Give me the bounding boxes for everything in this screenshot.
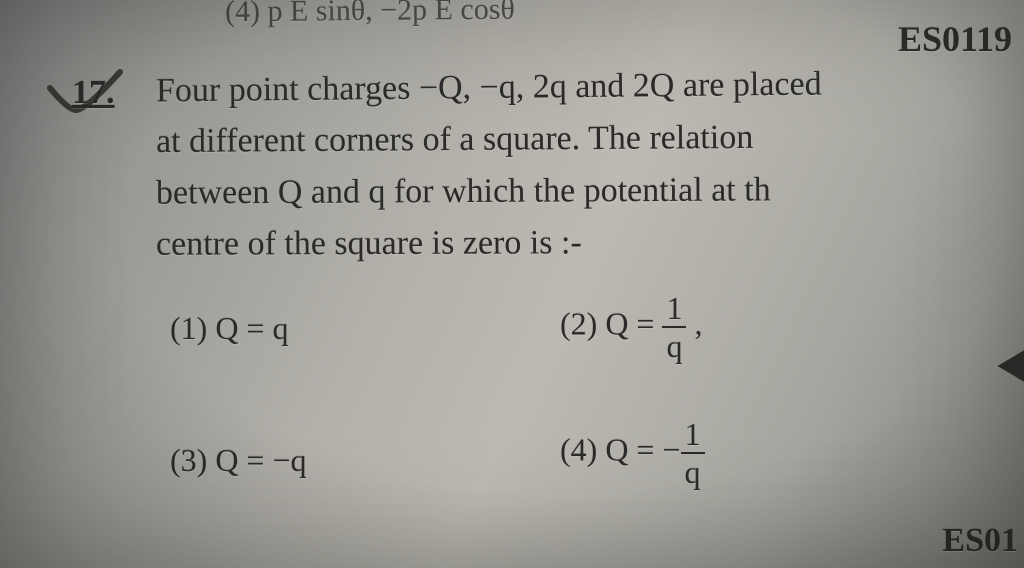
option-3: (3) Q = −q <box>170 442 307 479</box>
right-edge-arrow-icon <box>992 348 1024 384</box>
option-2-fraction: 1q <box>662 292 686 362</box>
question-line-1: Four point charges −Q, −q, 2q and 2Q are… <box>156 66 822 111</box>
option-4-fraction: 1q <box>681 418 705 488</box>
exercise-code-top: ES0119 <box>898 18 1012 60</box>
option-4-prefix: (4) Q = <box>560 431 662 467</box>
frac-den: q <box>681 454 705 488</box>
option-2-trail: , <box>686 305 702 341</box>
question-line-3: between Q and q for which the potential … <box>156 171 771 212</box>
exercise-code-bottom: ES01 <box>942 522 1018 560</box>
option-2-prefix: (2) Q = <box>560 305 662 341</box>
page: (4) p E sinθ, −2p E cosθ ES0119 17. Four… <box>0 0 1024 568</box>
previous-option-fragment: (4) p E sinθ, −2p E cosθ <box>225 0 515 29</box>
option-4: (4) Q = −1q <box>560 418 705 488</box>
question-line-4: centre of the square is zero is :- <box>156 224 582 263</box>
frac-den: q <box>662 328 686 362</box>
question-line-2: at different corners of a square. The re… <box>156 119 754 161</box>
option-1: (1) Q = q <box>170 310 288 347</box>
option-2: (2) Q = 1q , <box>560 292 702 362</box>
frac-num: 1 <box>662 292 686 328</box>
question-number: 17. <box>72 74 115 112</box>
option-4-neg: − <box>662 431 680 467</box>
frac-num: 1 <box>681 418 705 454</box>
